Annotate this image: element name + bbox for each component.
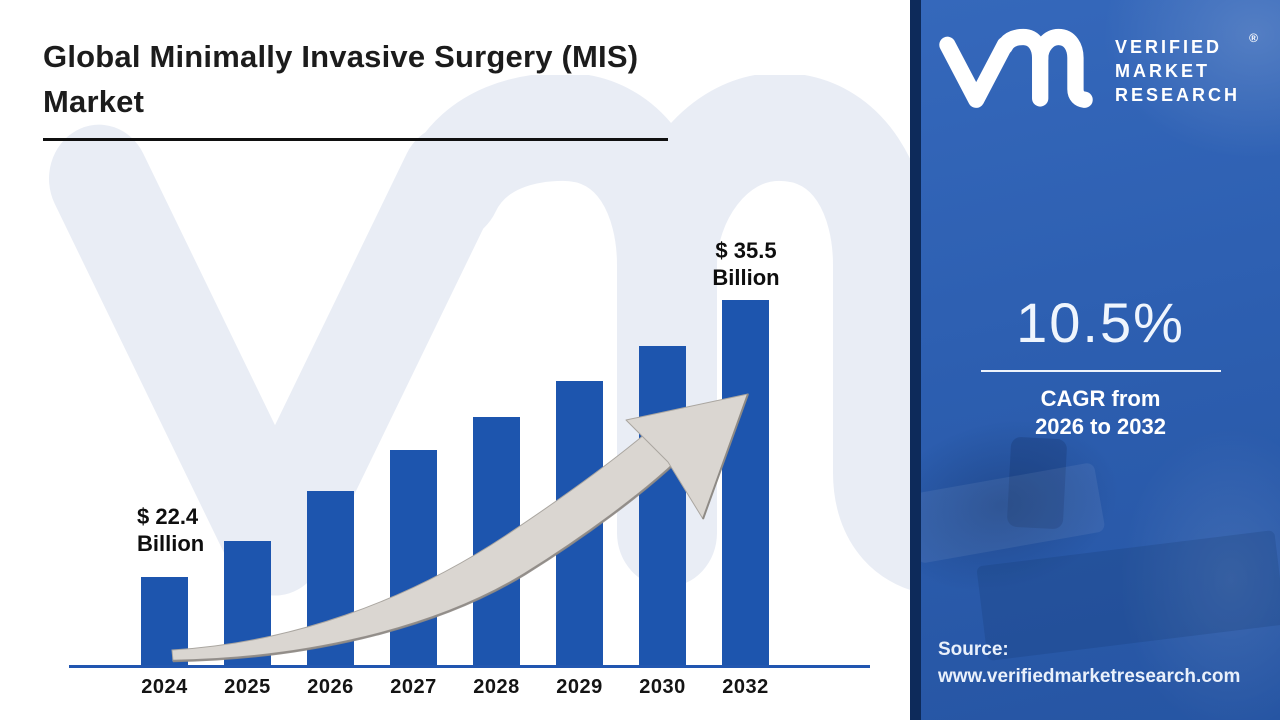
year-label-2024: 2024 [141,676,188,698]
source-url[interactable]: www.verifiedmarketresearch.com [938,666,1241,687]
bar-2028 [473,417,520,668]
first-bar-unit: Billion [137,531,205,556]
registered-trademark-icon: ® [1249,31,1259,45]
brand-name-line3: RESEARCH [1115,85,1241,105]
bar-2025 [224,541,271,668]
year-label-2029: 2029 [556,676,603,698]
last-bar-value: $ 35.5 [715,238,777,263]
last-bar-unit: Billion [712,265,780,290]
year-label-2028: 2028 [473,676,520,698]
first-bar-value: $ 22.4 [137,504,199,529]
cagr-value: 10.5% [1016,291,1185,354]
cagr-caption-line2: 2026 to 2032 [1035,414,1166,439]
year-label-2030: 2030 [639,676,686,698]
year-label-2026: 2026 [307,676,354,698]
last-bar-value-label: $ 35.5 Billion [698,237,794,291]
brand-name-line1: VERIFIED [1115,37,1223,57]
cagr-divider [980,370,1221,372]
photo-desk-highlight [1121,430,1280,720]
brand-name-line2: MARKET [1115,61,1210,81]
source-label: Source: [938,639,1009,660]
cagr-block: 10.5% CAGR from 2026 to 2032 [921,290,1280,441]
x-axis-line [69,665,870,668]
page-title: Global Minimally Invasive Surgery (MIS) … [43,39,639,119]
accent-strip [910,0,921,720]
brand-name: VERIFIED MARKET RESEARCH ® [1115,28,1258,107]
bar-2029 [556,381,603,668]
cagr-caption-line1: CAGR from [1040,386,1161,411]
left-panel: Global Minimally Invasive Surgery (MIS) … [43,39,910,698]
title-underline [43,138,668,141]
bar-2030 [639,346,686,668]
vm-logo-icon [939,28,1093,108]
brand-logo: VERIFIED MARKET RESEARCH ® [937,28,1258,112]
bar-2032 [722,300,769,668]
first-bar-value-label: $ 22.4 Billion [137,503,204,557]
right-panel: VERIFIED MARKET RESEARCH ® 10.5% CAGR fr… [921,0,1280,720]
photo-overlay [921,0,1280,720]
year-label-2025: 2025 [224,676,271,698]
bar-2027 [390,450,437,668]
bar-2024 [141,577,188,668]
photo-hand-shape [1101,0,1280,160]
source-block: Source: www.verifiedmarketresearch.com [938,636,1240,690]
bar-2026 [307,491,354,668]
year-label-2027: 2027 [390,676,437,698]
year-label-2032: 2032 [722,676,769,698]
